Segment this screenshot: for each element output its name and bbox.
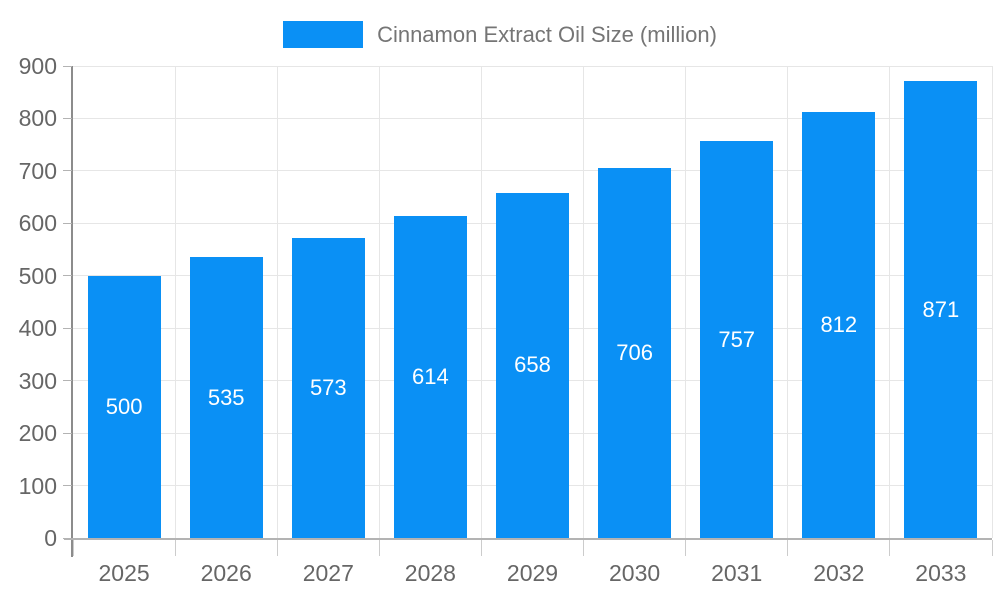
y-tick-label: 200	[18, 420, 57, 447]
legend-label: Cinnamon Extract Oil Size (million)	[377, 21, 717, 47]
bar-value-label: 573	[309, 374, 347, 400]
bar-value-label: 500	[105, 393, 143, 419]
y-tick-label: 100	[18, 472, 57, 499]
x-tick-label: 2032	[813, 560, 865, 586]
x-tick	[276, 540, 278, 556]
bar: 757	[700, 141, 774, 538]
x-tick-label: 2027	[302, 560, 354, 586]
y-tick-label: 800	[18, 105, 57, 132]
v-gridline	[276, 66, 278, 538]
bar-value-label: 871	[922, 296, 960, 322]
y-axis-line	[71, 66, 73, 557]
chart-legend[interactable]: Cinnamon Extract Oil Size (million)	[0, 21, 1000, 48]
x-tick	[72, 540, 74, 556]
x-tick-label: 2033	[915, 560, 967, 586]
x-tick	[174, 540, 176, 556]
bar: 614	[393, 216, 467, 538]
x-tick-label: 2029	[506, 560, 559, 586]
bar: 658	[496, 192, 569, 538]
h-gridline	[73, 117, 992, 119]
v-gridline	[174, 66, 176, 538]
bar-value-label: 614	[412, 364, 449, 389]
y-tick	[63, 222, 72, 224]
bar: 500	[87, 275, 161, 538]
y-tick-label: 900	[18, 53, 57, 79]
x-tick	[991, 540, 993, 556]
x-axis-line	[64, 538, 992, 540]
y-tick	[63, 432, 72, 434]
bar-value-label: 812	[820, 312, 858, 338]
y-tick	[63, 380, 72, 382]
h-gridline	[73, 170, 992, 172]
h-gridline	[73, 65, 992, 67]
legend-swatch	[283, 21, 364, 48]
y-tick	[63, 537, 72, 539]
bar-value-label: 658	[514, 352, 551, 378]
x-tick	[889, 540, 891, 556]
bar-value-label: 535	[207, 384, 245, 410]
y-tick-label: 0	[44, 525, 57, 551]
v-gridline	[991, 66, 993, 538]
x-tick-label: 2031	[711, 560, 763, 586]
x-tick-label: 2030	[609, 560, 661, 586]
v-gridline	[480, 66, 482, 538]
y-tick	[63, 327, 72, 329]
y-tick-label: 400	[18, 315, 57, 342]
x-tick-label: 2028	[404, 560, 456, 586]
bar: 535	[189, 257, 263, 538]
y-tick	[63, 485, 72, 487]
y-tick-label: 700	[18, 157, 57, 184]
bar-value-label: 706	[616, 339, 653, 365]
bar: 706	[598, 167, 672, 538]
v-gridline	[889, 66, 891, 538]
y-tick	[63, 275, 72, 277]
y-tick	[63, 117, 72, 119]
x-tick	[787, 540, 789, 556]
x-tick	[685, 540, 687, 556]
y-tick	[63, 170, 72, 172]
bar: 871	[904, 81, 978, 538]
x-tick	[378, 540, 380, 556]
bar: 812	[802, 112, 876, 538]
y-tick-label: 500	[18, 262, 57, 289]
v-gridline	[378, 66, 380, 538]
bar: 573	[291, 237, 365, 538]
x-tick	[480, 540, 482, 556]
y-tick-label: 300	[18, 367, 57, 394]
bar-value-label: 757	[718, 326, 756, 352]
v-gridline	[685, 66, 687, 538]
v-gridline	[583, 66, 585, 538]
v-gridline	[787, 66, 789, 538]
y-tick-label: 600	[18, 210, 57, 237]
x-tick-label: 2025	[98, 560, 150, 586]
y-tick	[63, 65, 72, 67]
x-tick-label: 2026	[200, 560, 252, 586]
x-tick	[583, 540, 585, 556]
